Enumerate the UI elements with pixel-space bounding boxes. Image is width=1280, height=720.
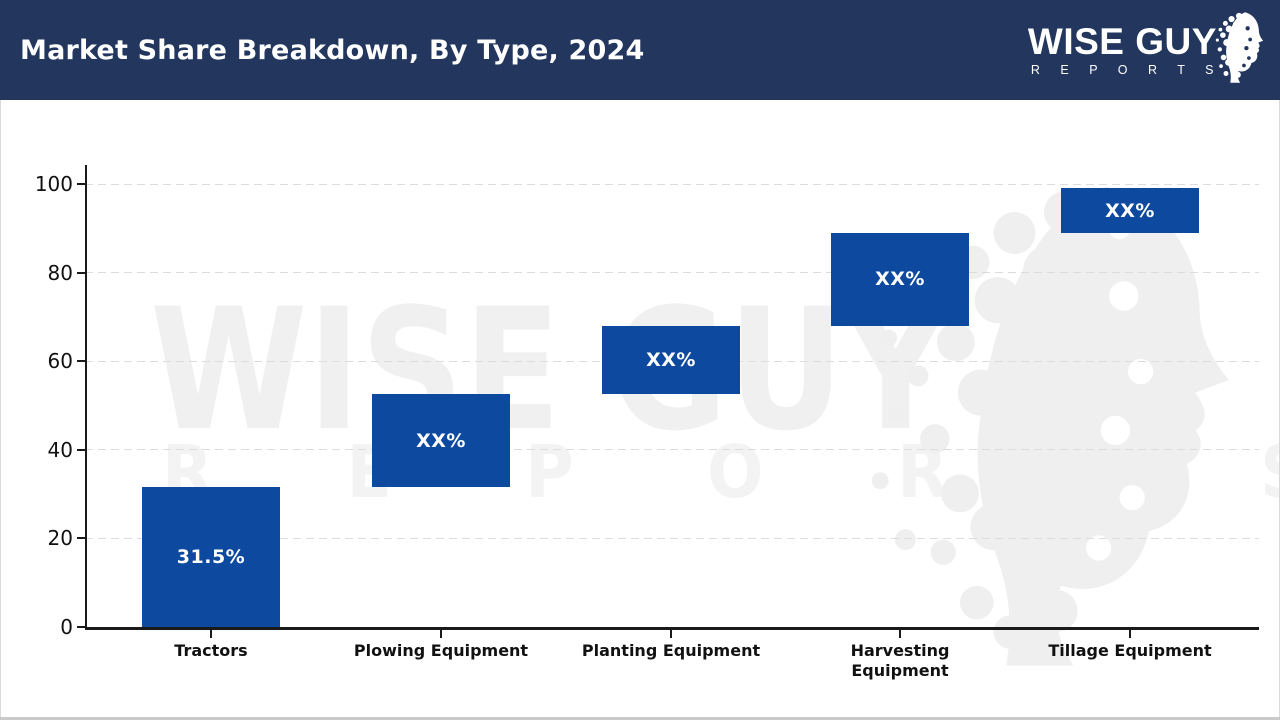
y-tick-100 xyxy=(77,183,85,185)
x-axis-line xyxy=(85,627,1259,630)
x-tick-label-1: Plowing Equipment xyxy=(353,641,529,660)
y-tick-80 xyxy=(77,271,85,274)
x-tick-label-4: Tillage Equipment xyxy=(1048,641,1212,660)
y-tick-label-60: 60 xyxy=(47,349,73,374)
gridline-100 xyxy=(85,183,1259,185)
x-tick-0 xyxy=(210,630,212,638)
x-tick-label-0: Tractors xyxy=(174,641,248,660)
bar-harvesting-equipment: XX% xyxy=(831,232,969,326)
y-tick-label-20: 20 xyxy=(47,526,73,551)
bar-planting-equipment: XX% xyxy=(602,325,740,395)
logo-subtitle: R E P O R T S xyxy=(1030,63,1222,77)
x-tick-3 xyxy=(899,630,901,638)
logo-text: WISE GUY R E P O R T S xyxy=(1028,23,1222,77)
y-tick-60 xyxy=(77,360,85,363)
page-border-bottom xyxy=(0,717,1280,720)
bar-value-label: 31.5% xyxy=(176,546,246,569)
y-tick-label-40: 40 xyxy=(47,437,73,462)
logo-wordmark: WISE GUY xyxy=(1027,21,1217,62)
y-tick-label-100: 100 xyxy=(34,172,73,196)
header-bar: Market Share Breakdown, By Type, 2024 WI… xyxy=(0,0,1280,100)
bar-tractors: 31.5% xyxy=(142,487,280,627)
bar-plowing-equipment: XX% xyxy=(372,394,510,488)
x-tick-label-2: Planting Equipment xyxy=(581,641,761,660)
y-tick-40 xyxy=(77,448,85,451)
y-tick-0 xyxy=(77,626,85,628)
y-axis-line xyxy=(85,165,87,630)
gridline-20 xyxy=(85,537,1259,539)
logo-head-icon xyxy=(1215,12,1264,83)
page-title: Market Share Breakdown, By Type, 2024 xyxy=(20,34,645,66)
y-tick-20 xyxy=(77,537,85,540)
watermark-wordmark: WISE GUY xyxy=(150,272,948,468)
wise-guy-reports-logo: WISE GUY R E P O R T S xyxy=(1028,11,1270,89)
y-tick-label-80: 80 xyxy=(47,260,73,285)
bar-value-label: XX% xyxy=(1105,199,1155,222)
x-tick-label-3: Harvesting Equipment xyxy=(850,641,950,680)
page-border-left xyxy=(0,100,1,720)
gridline-80 xyxy=(85,272,1259,274)
bar-value-label: XX% xyxy=(875,268,925,291)
x-tick-4 xyxy=(1129,630,1131,638)
gridline-40 xyxy=(85,449,1259,451)
y-tick-label-0: 0 xyxy=(60,615,73,639)
bar-value-label: XX% xyxy=(416,429,466,452)
bar-value-label: XX% xyxy=(646,349,696,372)
x-tick-1 xyxy=(440,630,442,638)
x-tick-2 xyxy=(670,630,672,638)
bar-tillage-equipment: XX% xyxy=(1061,188,1199,233)
